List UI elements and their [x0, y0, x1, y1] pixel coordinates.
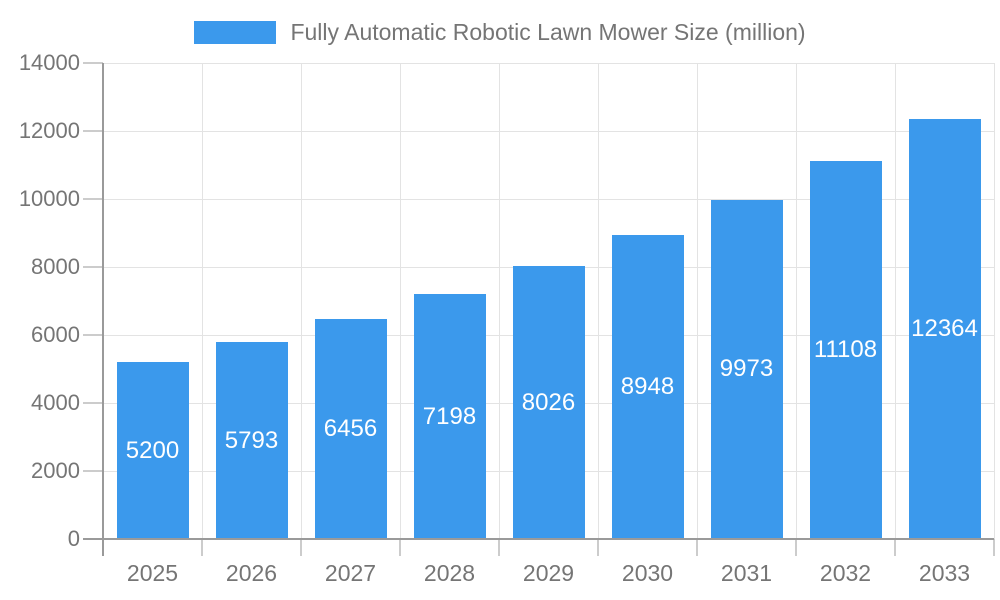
v-gridline [795, 63, 797, 539]
y-axis-label: 14000 [18, 50, 80, 75]
v-gridline [300, 63, 302, 539]
x-axis-label: 2026 [225, 560, 278, 586]
x-axis-tick [696, 539, 698, 556]
bar[interactable]: 7198 [413, 294, 486, 539]
y-axis-tick [83, 130, 103, 132]
bar[interactable]: 11108 [809, 161, 882, 539]
bar[interactable]: 6456 [314, 319, 387, 539]
bar-value-label: 9973 [719, 355, 774, 383]
x-axis-label: 2031 [720, 560, 773, 586]
x-axis-tick [498, 539, 500, 556]
x-axis-label: 2030 [621, 560, 674, 586]
v-gridline [201, 63, 203, 539]
x-axis-label: 2033 [918, 560, 971, 586]
x-axis-tick [201, 539, 203, 556]
y-axis-tick [83, 470, 103, 472]
h-gridline [103, 198, 994, 200]
x-axis-label: 2025 [126, 560, 179, 586]
bar[interactable]: 8948 [611, 234, 684, 539]
bar[interactable]: 9973 [710, 199, 783, 539]
x-axis-tick [795, 539, 797, 556]
x-axis-tick [894, 539, 896, 556]
legend-swatch[interactable] [194, 20, 277, 44]
legend[interactable]: Fully Automatic Robotic Lawn Mower Size … [0, 14, 1000, 50]
y-axis-label: 10000 [18, 186, 80, 211]
bar-value-label: 5200 [125, 436, 180, 464]
bar-value-label: 6456 [323, 415, 378, 443]
bar-value-label: 11108 [813, 336, 878, 364]
bar[interactable]: 12364 [908, 118, 981, 539]
v-gridline [498, 63, 500, 539]
bar[interactable]: 5793 [215, 342, 288, 539]
y-axis-label: 0 [67, 526, 80, 551]
y-axis-label: 2000 [31, 458, 80, 483]
bar[interactable]: 5200 [116, 362, 189, 539]
v-gridline [597, 63, 599, 539]
bar-value-label: 8026 [521, 388, 576, 416]
bar-value-label: 12364 [911, 314, 978, 342]
x-axis-label: 2028 [423, 560, 476, 586]
y-axis-tick [83, 402, 103, 404]
v-gridline [399, 63, 401, 539]
bar-value-label: 8948 [620, 372, 675, 400]
bar[interactable]: 8026 [512, 266, 585, 539]
bar-value-label: 5793 [224, 426, 279, 454]
y-axis-tick [83, 198, 103, 200]
y-axis-tick [83, 266, 103, 268]
h-gridline [103, 130, 994, 132]
x-axis-label: 2032 [819, 560, 872, 586]
v-gridline [993, 63, 995, 539]
x-axis-label: 2029 [522, 560, 575, 586]
v-gridline [894, 63, 896, 539]
y-axis-label: 8000 [31, 254, 80, 279]
x-axis-line [83, 538, 994, 540]
y-axis-line [102, 63, 104, 556]
x-axis-tick [597, 539, 599, 556]
y-axis-label: 4000 [31, 390, 80, 415]
y-axis-label: 12000 [18, 118, 80, 143]
legend-label: Fully Automatic Robotic Lawn Mower Size … [290, 18, 806, 45]
bar-value-label: 7198 [422, 402, 477, 430]
x-axis-tick [993, 539, 995, 556]
h-gridline [103, 62, 994, 64]
y-axis-label: 6000 [31, 322, 80, 347]
v-gridline [696, 63, 698, 539]
y-axis-tick [83, 62, 103, 64]
x-axis-tick [399, 539, 401, 556]
plot-area: 0 2000 4000 6000 8000 10000 12000 14000 5200 2025… [19, 50, 995, 586]
x-axis-tick [300, 539, 302, 556]
x-axis-label: 2027 [324, 560, 377, 586]
y-axis-tick [83, 334, 103, 336]
